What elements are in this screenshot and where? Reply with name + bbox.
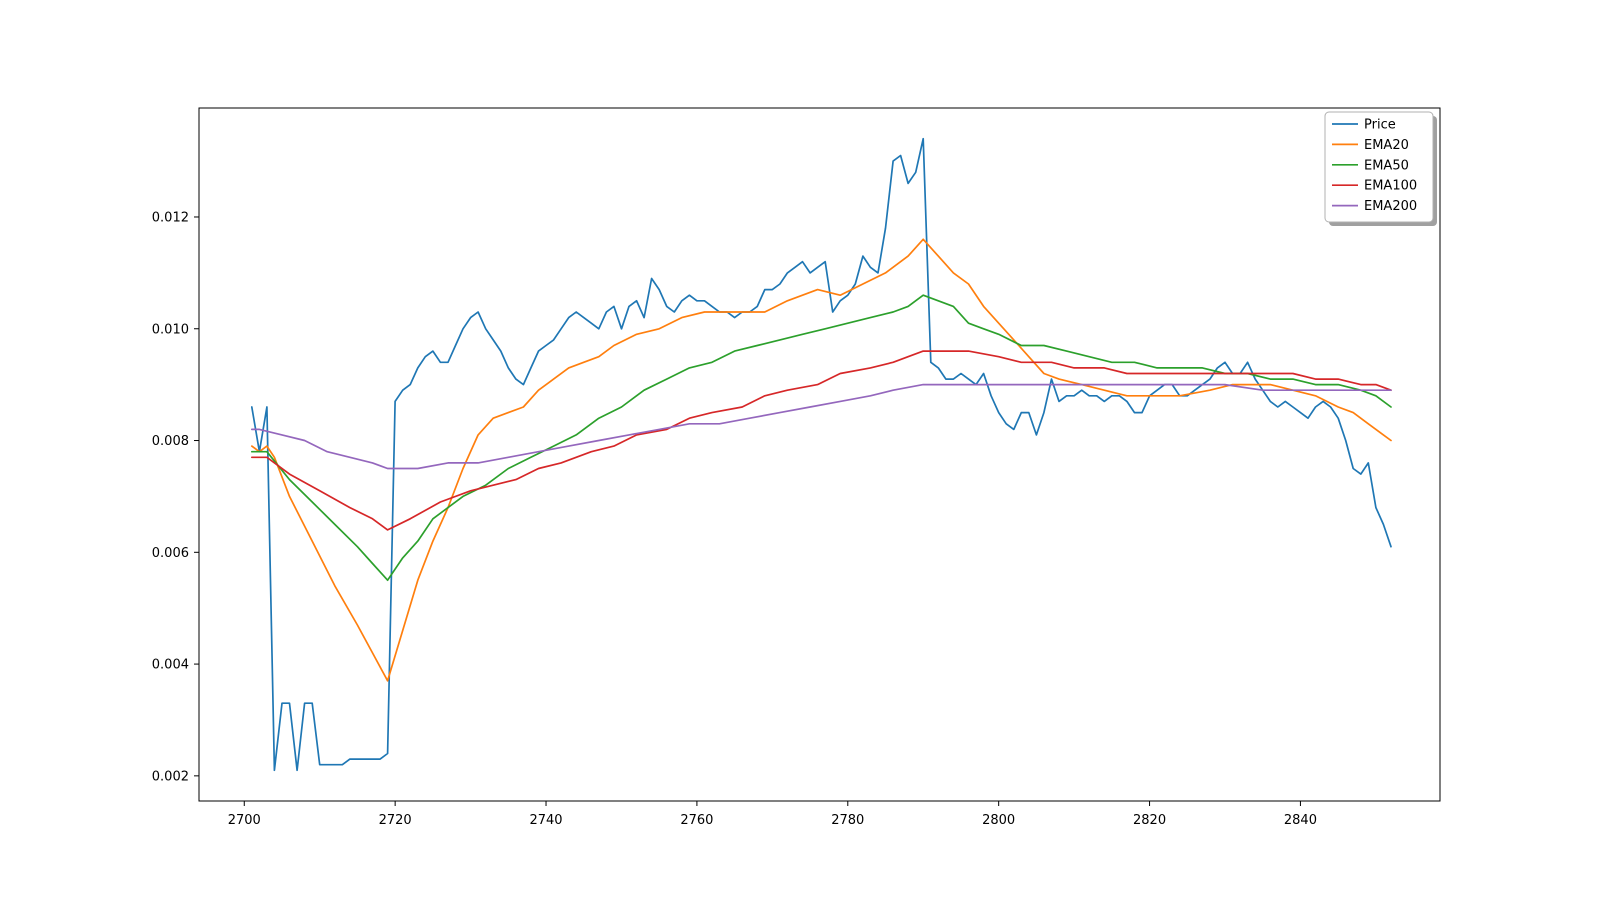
x-tick-label: 2740 <box>529 813 562 828</box>
y-tick-label: 0.012 <box>152 210 189 225</box>
series-line-ema20 <box>250 238 1392 682</box>
y-tick-label: 0.002 <box>152 769 189 784</box>
series-lines <box>250 137 1392 772</box>
y-tick-label: 0.006 <box>152 546 189 561</box>
x-tick-label: 2720 <box>379 813 412 828</box>
legend-entry-ema20: EMA20 <box>1332 138 1409 153</box>
x-tick-label: 2760 <box>680 813 713 828</box>
legend-entry-price: Price <box>1332 118 1396 133</box>
legend-label: EMA20 <box>1364 138 1409 153</box>
x-tick-label: 2700 <box>228 813 261 828</box>
legend-label: EMA200 <box>1364 199 1417 214</box>
x-tick-label: 2840 <box>1284 813 1317 828</box>
y-tick-label: 0.010 <box>152 322 189 337</box>
series-line-ema100 <box>250 350 1392 531</box>
x-tick-label: 2820 <box>1133 813 1166 828</box>
legend-entry-ema50: EMA50 <box>1332 158 1409 173</box>
y-tick-label: 0.004 <box>152 658 189 673</box>
legend-label: Price <box>1364 118 1396 133</box>
legend-entry-ema200: EMA200 <box>1332 199 1417 214</box>
y-tick-label: 0.008 <box>152 434 189 449</box>
legend-box <box>1324 111 1434 223</box>
x-tick-label: 2800 <box>982 813 1015 828</box>
y-axis: 0.002 0.004 0.006 0.008 0.010 0.012 <box>152 210 199 784</box>
series-line-ema200 <box>250 383 1392 470</box>
legend: Price EMA20 EMA50 EMA100 EMA200 <box>1324 111 1437 226</box>
x-axis: 2700 2720 2740 2760 2780 2800 2820 2840 <box>228 801 1317 828</box>
legend-label: EMA50 <box>1364 158 1409 173</box>
legend-label: EMA100 <box>1364 179 1417 194</box>
series-line-price <box>250 137 1392 772</box>
plot-border <box>198 107 1441 802</box>
series-line-ema50 <box>250 294 1392 582</box>
x-tick-label: 2780 <box>831 813 864 828</box>
legend-entry-ema100: EMA100 <box>1332 179 1417 194</box>
